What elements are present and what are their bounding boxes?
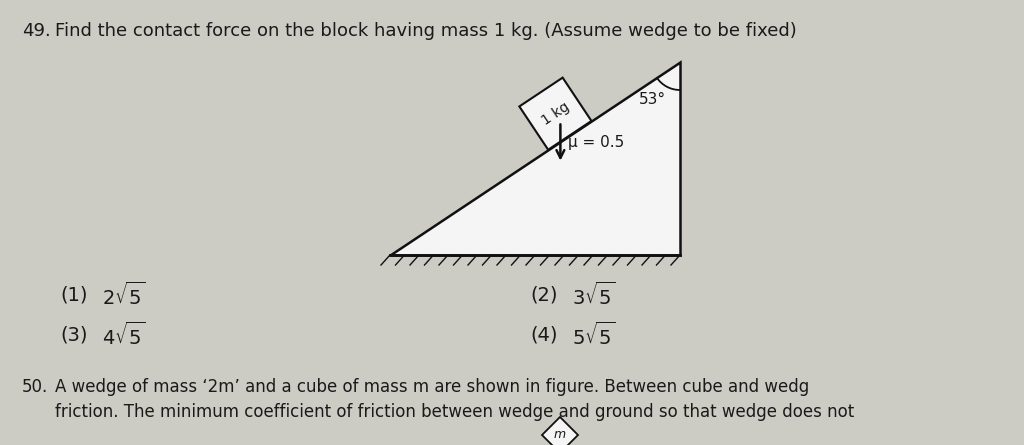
Text: m: m [554, 429, 566, 441]
Text: $4\sqrt{5}$: $4\sqrt{5}$ [102, 321, 145, 348]
Text: friction. The minimum coefficient of friction between wedge and ground so that w: friction. The minimum coefficient of fri… [55, 403, 854, 421]
Text: 50.: 50. [22, 378, 48, 396]
Polygon shape [519, 77, 592, 150]
Text: (3): (3) [60, 325, 87, 344]
Text: A wedge of mass ‘2m’ and a cube of mass m are shown in figure. Between cube and : A wedge of mass ‘2m’ and a cube of mass … [55, 378, 809, 396]
Text: μ = 0.5: μ = 0.5 [568, 135, 625, 150]
Text: 53°: 53° [638, 92, 666, 107]
Text: $3\sqrt{5}$: $3\sqrt{5}$ [572, 281, 615, 309]
Text: 1 kg: 1 kg [539, 100, 571, 128]
Text: 49.: 49. [22, 22, 51, 40]
Text: $2\sqrt{5}$: $2\sqrt{5}$ [102, 281, 145, 309]
Text: (1): (1) [60, 286, 87, 304]
Text: (4): (4) [530, 325, 557, 344]
Text: $5\sqrt{5}$: $5\sqrt{5}$ [572, 321, 615, 348]
Polygon shape [542, 417, 578, 445]
Text: (2): (2) [530, 286, 557, 304]
Polygon shape [390, 62, 680, 255]
Text: Find the contact force on the block having mass 1 kg. (Assume wedge to be fixed): Find the contact force on the block havi… [55, 22, 797, 40]
